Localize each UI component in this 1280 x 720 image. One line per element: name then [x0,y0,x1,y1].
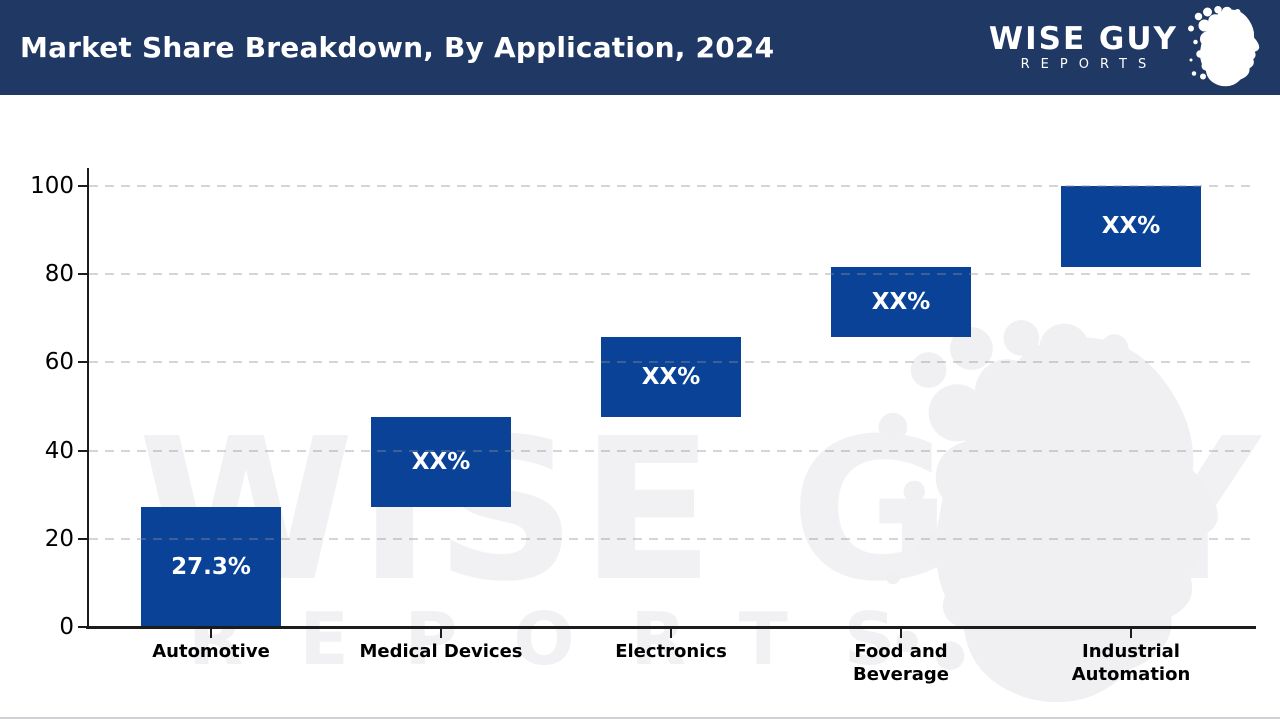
y-tick [78,185,87,187]
y-axis-label: 100 [30,173,74,199]
x-axis-label: Medical Devices [359,641,523,662]
y-axis-label: 0 [59,614,74,640]
x-axis-label: Automotive [152,641,270,662]
x-axis-label: Food and Beverage [853,641,949,685]
bar-automotive: 27.3% [141,506,281,627]
gridline-100 [89,185,1253,187]
bar-value-label: XX% [411,448,471,475]
x-tick [210,629,212,638]
x-axis-label: Electronics [615,641,727,662]
y-tick [78,626,87,628]
header-bar: Market Share Breakdown, By Application, … [0,0,1280,95]
y-axis-label: 80 [44,261,74,288]
brand-logo: WISE GUY REPORTS [988,5,1280,90]
x-tick [440,629,442,638]
x-axis-label: Industrial Automation [1071,641,1191,685]
y-tick [78,361,87,364]
page-title: Market Share Breakdown, By Application, … [20,31,775,64]
gridline-60 [89,361,1253,364]
bar-electronics: XX% [601,336,741,417]
bottom-divider [0,717,1280,719]
gridline-20 [89,537,1253,540]
watermark-text-2: REPORTS [188,597,952,681]
x-tick [670,629,672,638]
bar-food-and-beverage: XX% [831,266,971,337]
y-axis-label: 60 [44,349,74,376]
y-tick [78,537,87,540]
brand-subtitle: REPORTS [1020,57,1158,72]
x-tick [900,629,902,638]
bar-value-label: XX% [1101,213,1161,240]
bar-industrial-automation: XX% [1061,186,1201,267]
gridline-40 [89,449,1253,452]
y-tick [78,273,87,276]
chart-area: WISE GUY REPORTS 27.3% Automotive XX% Medic… [0,95,1280,720]
y-axis-line [87,168,89,629]
x-tick [1130,629,1132,638]
bar-value-label: 27.3% [171,553,251,580]
bar-medical-devices: XX% [371,416,511,507]
bar-value-label: XX% [871,288,931,315]
y-tick [78,449,87,452]
gridline-80 [89,273,1253,276]
y-axis-label: 20 [44,525,74,552]
brand-logo-text: WISE GUY REPORTS [988,21,1178,72]
bar-value-label: XX% [641,363,701,390]
x-axis-line [86,626,1256,629]
brand-head-icon [1188,5,1260,86]
y-axis-label: 40 [44,437,74,464]
brand-name: WISE GUY [988,21,1178,57]
